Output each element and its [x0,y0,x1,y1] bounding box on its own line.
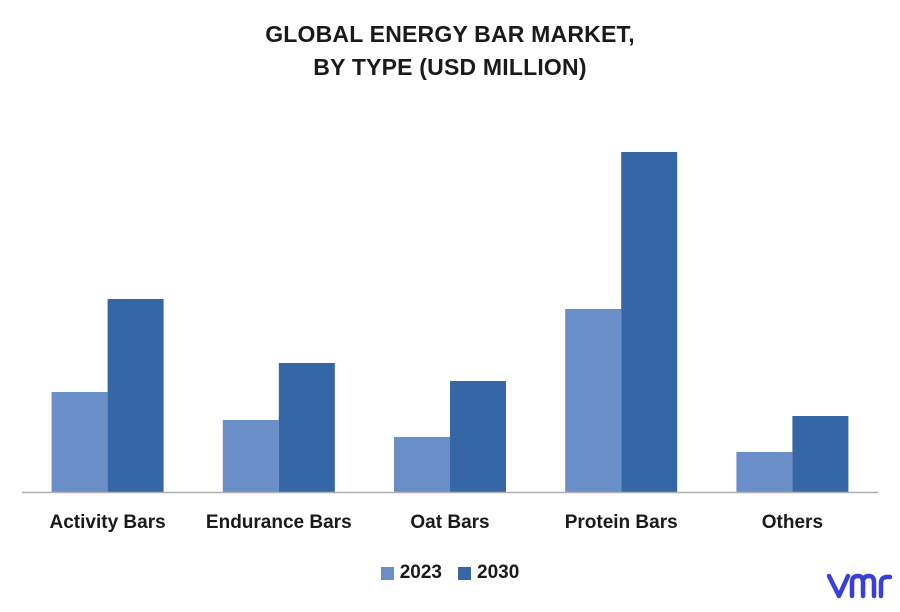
bar-endurance-bars-2030 [278,363,335,492]
bar-activity-bars-2030 [107,299,164,492]
legend: 2023 2030 [0,562,900,584]
x-tick-label-protein-bars: Protein Bars [565,512,678,533]
bar-others-2023 [736,452,793,492]
x-tick-label-endurance-bars: Endurance Bars [206,512,352,533]
x-tick-label-oat-bars: Oat Bars [410,512,489,533]
legend-item-2023: 2023 [380,562,442,584]
bar-oat-bars-2023 [394,437,450,492]
chart-title: GLOBAL ENERGY BAR MARKET, BY TYPE (USD M… [0,18,900,84]
bar-endurance-bars-2023 [222,420,279,492]
vmr-logo [826,573,893,599]
bar-protein-bars-2023 [565,309,622,492]
chart-title-line-1: GLOBAL ENERGY BAR MARKET, [265,21,635,47]
legend-item-2030: 2030 [458,562,519,584]
chart-title-line-2: BY TYPE (USD MILLION) [313,54,587,80]
legend-swatch-2023 [380,566,394,580]
legend-label-2030: 2030 [477,562,520,583]
bar-others-2030 [792,416,849,492]
x-tick-label-others: Others [762,512,823,533]
x-tick-labels: Activity Bars Endurance Bars Oat Bars Prote… [50,512,824,533]
legend-swatch-2030 [458,566,471,580]
bar-activity-bars-2023 [51,392,108,492]
bar-oat-bars-2030 [450,381,506,492]
legend-label-2023: 2023 [399,562,442,583]
bars-group [51,152,849,492]
x-tick-label-activity-bars: Activity Bars [50,512,166,533]
bar-protein-bars-2030 [621,152,678,492]
